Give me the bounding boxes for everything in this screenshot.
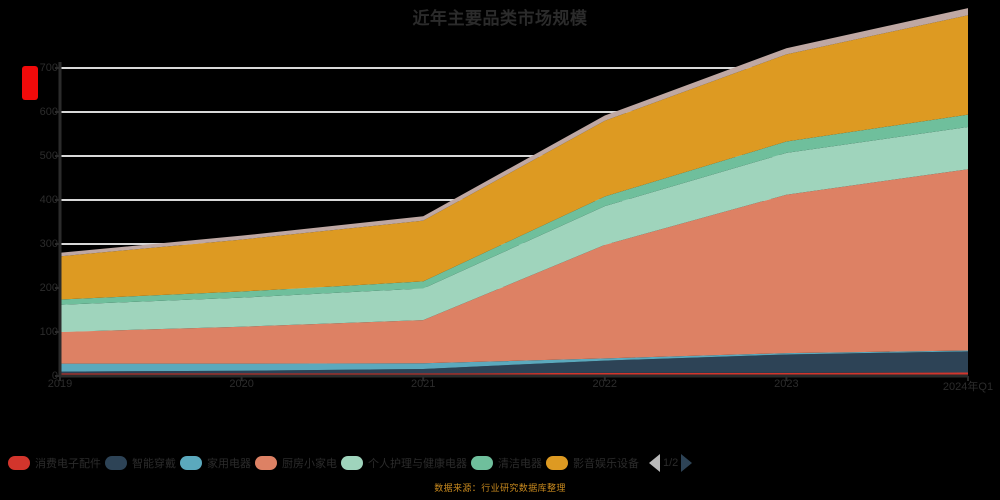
x-axis-tick-label: 2019: [47, 378, 73, 390]
legend-item-label: 个人护理与健康电器: [368, 458, 467, 470]
legend-item-label: 影音娱乐设备: [573, 458, 639, 470]
legend-page-indicator: 1/2: [663, 457, 679, 469]
area-series[interactable]: [60, 114, 968, 305]
area-series[interactable]: [60, 351, 968, 374]
legend-item[interactable]: 智能穿戴: [105, 455, 176, 471]
y-axis-tick-label: 0: [51, 370, 58, 382]
x-axis: 2019 2020 2021 2022 2023 2024年Q1: [0, 378, 1000, 404]
triangle-right-icon[interactable]: [681, 454, 693, 472]
area-series[interactable]: [60, 15, 968, 300]
x-axis-tick-label: 2020: [229, 378, 254, 390]
y-axis-tick-label: 300: [39, 238, 58, 250]
area-series[interactable]: [60, 8, 968, 257]
area-series[interactable]: [60, 126, 968, 333]
legend-swatch-icon: [471, 456, 493, 470]
plot-area: [55, 8, 969, 381]
legend-item[interactable]: 厨房小家电: [255, 455, 337, 471]
y-axis-tick-label: 400: [39, 194, 58, 206]
chart-title: 近年主要品类市场规模: [412, 9, 588, 28]
y-axis-tick-label: 600: [39, 106, 58, 118]
legend-item-label: 消费电子配件: [35, 458, 101, 470]
stacked-area-plot: [55, 8, 969, 381]
x-axis-tick-label: 2024年Q1: [942, 381, 994, 393]
y-axis-highlight-marker: [22, 66, 38, 100]
legend-item-label: 厨房小家电: [282, 458, 337, 470]
legend-item[interactable]: 个人护理与健康电器: [341, 455, 467, 471]
legend-item[interactable]: 清洁电器: [471, 455, 542, 471]
legend-swatch-icon: [180, 456, 202, 470]
y-axis-tick-label: 200: [39, 282, 58, 294]
legend-swatch-icon: [546, 456, 568, 470]
y-axis: 0 100 200 300 400 500 600 700: [20, 0, 58, 445]
y-axis-tick-label: 700: [39, 62, 58, 74]
legend-item-label: 清洁电器: [498, 458, 542, 470]
area-series[interactable]: [60, 350, 968, 372]
y-axis-tick-label: 100: [39, 326, 58, 338]
legend-item[interactable]: 影音娱乐设备: [546, 455, 639, 471]
legend-item-label: 智能穿戴: [132, 458, 176, 470]
x-axis-tick-label: 2022: [592, 378, 618, 390]
triangle-left-icon[interactable]: [649, 454, 660, 472]
x-axis-tick-label: 2023: [774, 378, 799, 390]
legend-swatch-icon: [341, 456, 363, 470]
legend-item[interactable]: 消费电子配件: [8, 455, 101, 471]
legend-item[interactable]: 家用电器: [180, 455, 251, 471]
x-axis-tick-label: 2021: [410, 378, 436, 390]
y-axis-tick-label: 500: [39, 150, 58, 162]
legend-item-label: 家用电器: [207, 458, 251, 470]
legend-swatch-icon: [255, 456, 277, 470]
legend-swatch-icon: [105, 456, 127, 470]
legend-pagination[interactable]: 1/2: [649, 454, 693, 472]
area-series[interactable]: [60, 169, 968, 364]
chart-legend[interactable]: 消费电子配件 智能穿戴 家用电器 厨房小家电 个人护理与健康电器 清洁电器 影音娱乐设备 1/…: [0, 449, 1000, 477]
footer-source-note: 数据来源：行业研究数据库整理: [434, 483, 566, 493]
legend-swatch-icon: [8, 456, 30, 470]
